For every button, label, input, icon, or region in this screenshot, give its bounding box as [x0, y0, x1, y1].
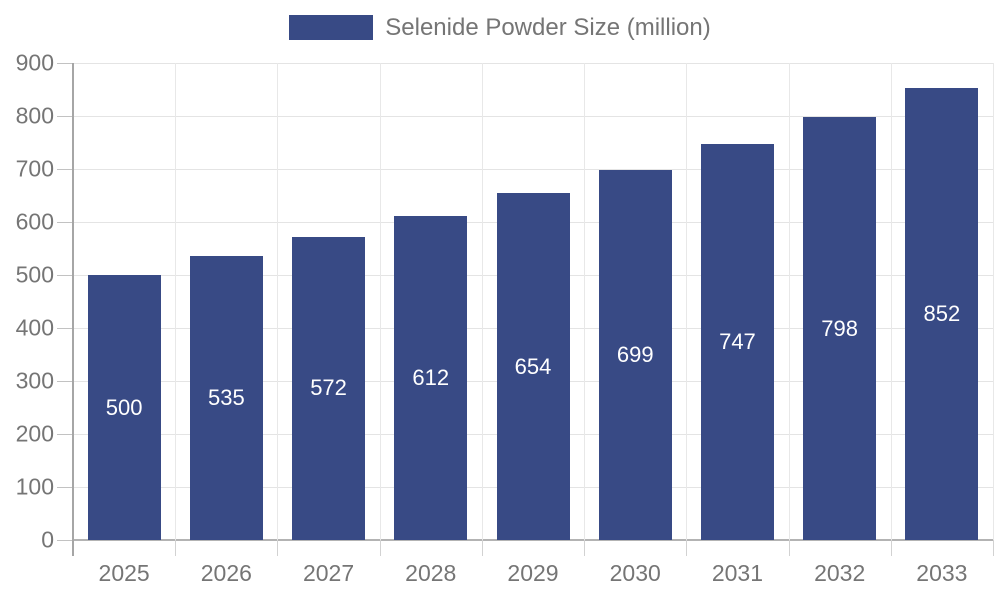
legend-swatch — [289, 15, 374, 40]
x-tick-mark — [379, 540, 381, 556]
bar-2026[interactable]: 535 — [189, 256, 263, 540]
gridline-vertical — [890, 63, 892, 540]
x-tick-label: 2030 — [609, 560, 661, 586]
bar-value-label: 747 — [719, 329, 756, 355]
bar-2028[interactable]: 612 — [394, 215, 468, 540]
bar-2031[interactable]: 747 — [700, 144, 774, 540]
gridline-horizontal — [73, 116, 993, 117]
bar-value-label: 798 — [821, 315, 859, 341]
y-tick-label: 700 — [15, 155, 54, 182]
y-tick-mark — [57, 540, 73, 541]
bar-2027[interactable]: 572 — [292, 236, 366, 540]
gridline-vertical — [481, 63, 483, 540]
y-tick-label: 600 — [15, 208, 54, 235]
x-tick-label: 2032 — [814, 560, 866, 586]
y-tick-mark — [57, 381, 73, 382]
x-tick-mark — [584, 540, 586, 556]
y-tick-mark — [57, 328, 73, 329]
y-tick-label: 300 — [15, 367, 54, 394]
bar-2029[interactable]: 654 — [496, 193, 570, 540]
bar-2025[interactable]: 500 — [87, 275, 161, 540]
x-tick-label: 2031 — [711, 560, 764, 586]
x-tick-mark — [277, 540, 279, 556]
x-tick-mark — [481, 540, 483, 556]
bar-2033[interactable]: 852 — [905, 88, 979, 540]
y-tick-mark — [57, 434, 73, 435]
y-tick-label: 100 — [15, 473, 54, 500]
legend[interactable]: Selenide Powder Size (million) — [0, 15, 1000, 40]
y-tick-label: 0 — [41, 526, 54, 553]
y-tick-mark — [57, 487, 73, 488]
bar-value-label: 500 — [105, 394, 143, 420]
legend-label: Selenide Powder Size (million) — [385, 13, 711, 41]
y-tick-label: 400 — [15, 314, 54, 341]
x-tick-mark — [993, 540, 994, 556]
y-tick-mark — [57, 275, 73, 276]
y-tick-label: 500 — [15, 261, 54, 288]
y-tick-mark — [57, 222, 73, 223]
y-tick-label: 800 — [15, 102, 54, 129]
bar-value-label: 535 — [207, 385, 245, 411]
gridline-horizontal — [73, 169, 993, 170]
bar-value-label: 852 — [923, 301, 961, 327]
y-tick-mark — [57, 116, 73, 117]
bar-value-label: 612 — [412, 364, 450, 390]
bar-2032[interactable]: 798 — [803, 117, 877, 540]
gridline-vertical — [584, 63, 586, 540]
bar-2030[interactable]: 699 — [598, 169, 672, 540]
x-tick-mark — [890, 540, 892, 556]
x-tick-label: 2033 — [916, 560, 968, 586]
x-axis-line — [73, 539, 993, 541]
y-tick-label: 900 — [15, 49, 54, 76]
x-tick-label: 2029 — [507, 560, 559, 586]
bar-value-label: 654 — [514, 353, 552, 379]
gridline-vertical — [277, 63, 279, 540]
gridline-vertical — [686, 63, 688, 540]
bar-value-label: 572 — [310, 375, 347, 401]
x-tick-mark — [686, 540, 688, 556]
gridline-horizontal — [73, 63, 993, 64]
y-tick-mark — [57, 169, 73, 170]
x-tick-mark — [175, 540, 177, 556]
x-tick-mark — [788, 540, 790, 556]
gridline-vertical — [379, 63, 381, 540]
y-axis-line — [72, 63, 74, 556]
y-tick-mark — [57, 63, 73, 64]
x-tick-label: 2025 — [98, 560, 150, 586]
bar-value-label: 699 — [616, 341, 654, 367]
x-tick-label: 2027 — [302, 560, 355, 586]
x-tick-label: 2028 — [405, 560, 457, 586]
gridline-vertical — [993, 63, 994, 540]
x-tick-label: 2026 — [200, 560, 252, 586]
y-tick-label: 200 — [15, 420, 54, 447]
gridline-vertical — [788, 63, 790, 540]
gridline-vertical — [175, 63, 177, 540]
